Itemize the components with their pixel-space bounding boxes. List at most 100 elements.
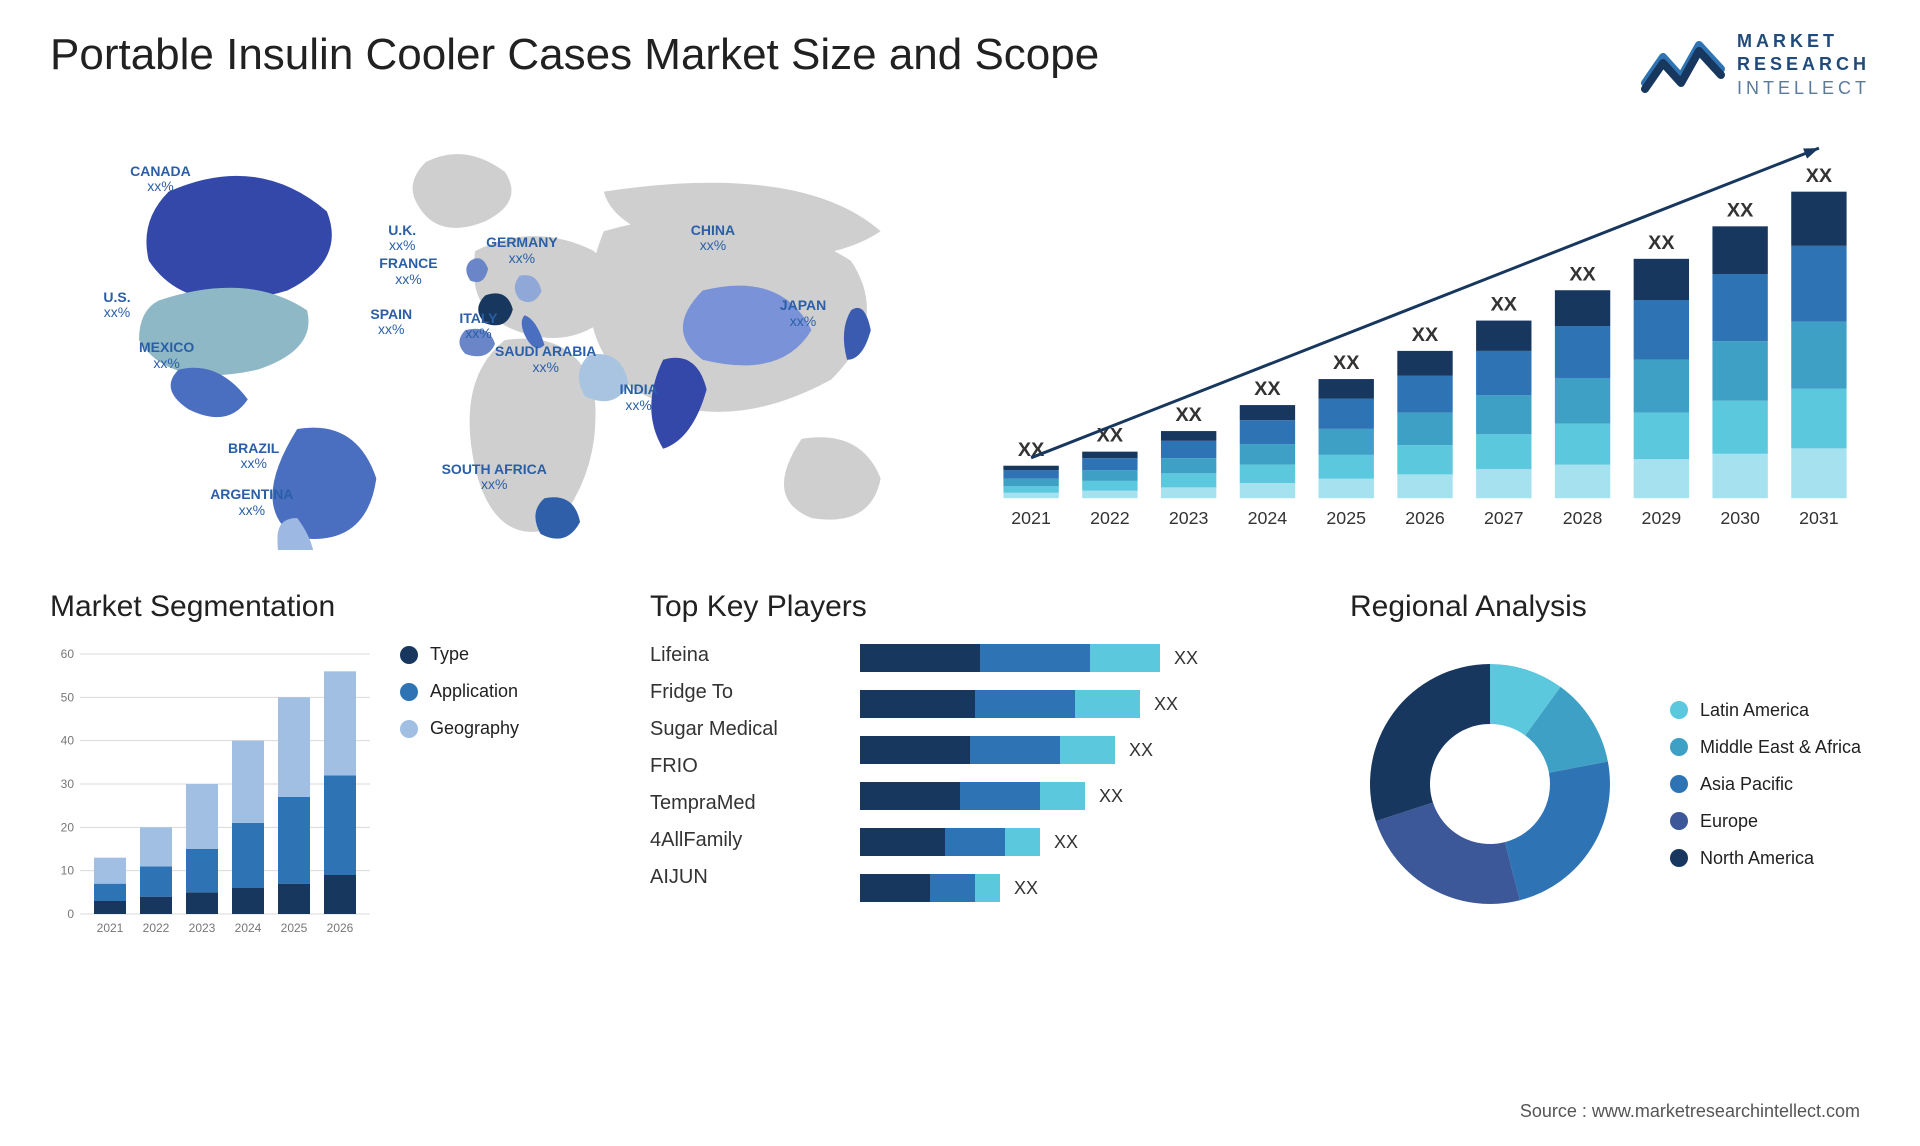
svg-text:2022: 2022	[143, 921, 170, 935]
svg-text:30: 30	[61, 777, 75, 791]
map-label: SOUTH AFRICAxx%	[442, 462, 547, 493]
player-bar-segment	[1075, 690, 1140, 718]
players-list: LifeinaFridge ToSugar MedicalFRIOTempraM…	[650, 644, 830, 902]
player-bar-segment	[975, 874, 1000, 902]
svg-text:XX: XX	[1412, 324, 1439, 346]
svg-text:0: 0	[67, 907, 74, 921]
map-label: SPAINxx%	[370, 307, 412, 338]
svg-text:60: 60	[61, 647, 75, 661]
legend-label: Middle East & Africa	[1700, 737, 1861, 758]
svg-text:40: 40	[61, 734, 75, 748]
player-name: TempraMed	[650, 792, 830, 815]
player-bar-segment	[860, 736, 970, 764]
legend-label: Latin America	[1700, 700, 1809, 721]
map-label: ITALYxx%	[459, 311, 497, 342]
player-name: Fridge To	[650, 681, 830, 704]
player-bar-label: XX	[1129, 740, 1153, 761]
svg-text:2025: 2025	[1326, 508, 1366, 528]
map-label: CANADAxx%	[130, 164, 191, 195]
player-bar	[860, 828, 1040, 856]
svg-text:2026: 2026	[327, 921, 354, 935]
page-title: Portable Insulin Cooler Cases Market Siz…	[50, 30, 1099, 80]
legend-dot	[1670, 775, 1688, 793]
player-bar	[860, 782, 1085, 810]
svg-text:XX: XX	[1333, 352, 1360, 374]
logo-icon	[1641, 37, 1725, 93]
svg-text:2022: 2022	[1090, 508, 1130, 528]
svg-text:2024: 2024	[1248, 508, 1288, 528]
player-bar-segment	[1060, 736, 1115, 764]
svg-text:2024: 2024	[235, 921, 262, 935]
svg-text:2028: 2028	[1563, 508, 1603, 528]
header: Portable Insulin Cooler Cases Market Siz…	[50, 30, 1870, 100]
player-bar-segment	[945, 828, 1005, 856]
player-bar-row: XX	[860, 690, 1310, 718]
svg-text:XX: XX	[1254, 378, 1281, 400]
player-bar-label: XX	[1054, 832, 1078, 853]
legend-dot	[1670, 849, 1688, 867]
player-bar-segment	[970, 736, 1060, 764]
legend-dot	[400, 683, 418, 701]
svg-text:2029: 2029	[1642, 508, 1682, 528]
player-bar-segment	[860, 782, 960, 810]
map-label: U.S.xx%	[103, 290, 130, 321]
svg-text:2031: 2031	[1799, 508, 1839, 528]
legend-dot	[400, 720, 418, 738]
player-bar-segment	[1040, 782, 1085, 810]
player-bar-segment	[860, 644, 980, 672]
regional-body: Latin America Middle East & Africa Asia Pa…	[1350, 644, 1870, 924]
regional-title: Regional Analysis	[1350, 590, 1870, 624]
segmentation-panel: Market Segmentation 01020304050602021202…	[50, 590, 610, 944]
player-name: AIJUN	[650, 866, 830, 889]
map-label: U.K.xx%	[388, 223, 416, 254]
regional-panel: Regional Analysis Latin America Middle Ea…	[1350, 590, 1870, 944]
svg-text:2027: 2027	[1484, 508, 1524, 528]
top-row: CANADAxx%U.S.xx%MEXICOxx%BRAZILxx%ARGENT…	[50, 130, 1870, 550]
svg-text:XX: XX	[1648, 232, 1675, 254]
map-label: ARGENTINAxx%	[210, 487, 293, 518]
source-text: Source : www.marketresearchintellect.com	[1520, 1101, 1860, 1122]
brand-logo: MARKET RESEARCH INTELLECT	[1641, 30, 1870, 100]
players-title: Top Key Players	[650, 590, 1310, 624]
player-bar-row: XX	[860, 782, 1310, 810]
legend-item: Middle East & Africa	[1670, 737, 1861, 758]
player-bar-label: XX	[1014, 878, 1038, 899]
player-name: Lifeina	[650, 644, 830, 667]
svg-text:20: 20	[61, 821, 75, 835]
player-bar-segment	[860, 874, 930, 902]
legend-dot	[1670, 812, 1688, 830]
player-bar-segment	[860, 690, 975, 718]
legend-item: Latin America	[1670, 700, 1861, 721]
players-bars: XX XX XX XX XX XX	[860, 644, 1310, 902]
map-label: GERMANYxx%	[486, 235, 558, 266]
player-name: FRIO	[650, 755, 830, 778]
legend-dot	[1670, 701, 1688, 719]
legend-label: Geography	[430, 718, 519, 739]
player-bar-label: XX	[1154, 694, 1178, 715]
player-bar-segment	[860, 828, 945, 856]
growth-chart: XX2021XX2022XX2023XX2024XX2025XX2026XX20…	[980, 130, 1870, 550]
legend-item: North America	[1670, 848, 1861, 869]
player-bar-label: XX	[1099, 786, 1123, 807]
players-panel: Top Key Players LifeinaFridge ToSugar Me…	[650, 590, 1310, 944]
donut-legend: Latin America Middle East & Africa Asia Pa…	[1670, 700, 1861, 869]
legend-item: Application	[400, 681, 519, 702]
map-label: SAUDI ARABIAxx%	[495, 344, 596, 375]
player-bar-label: XX	[1174, 648, 1198, 669]
svg-text:10: 10	[61, 864, 75, 878]
player-bar-row: XX	[860, 874, 1310, 902]
legend-item: Asia Pacific	[1670, 774, 1861, 795]
player-bar-segment	[975, 690, 1075, 718]
svg-text:XX: XX	[1806, 165, 1833, 187]
world-map-panel: CANADAxx%U.S.xx%MEXICOxx%BRAZILxx%ARGENT…	[50, 130, 940, 550]
players-body: LifeinaFridge ToSugar MedicalFRIOTempraM…	[650, 644, 1310, 902]
map-label: MEXICOxx%	[139, 340, 194, 371]
legend-item: Type	[400, 644, 519, 665]
map-label: JAPANxx%	[780, 298, 826, 329]
player-bar-segment	[960, 782, 1040, 810]
bottom-row: Market Segmentation 01020304050602021202…	[50, 590, 1870, 944]
legend-label: North America	[1700, 848, 1814, 869]
player-bar-row: XX	[860, 828, 1310, 856]
legend-dot	[1670, 738, 1688, 756]
player-bar	[860, 690, 1140, 718]
